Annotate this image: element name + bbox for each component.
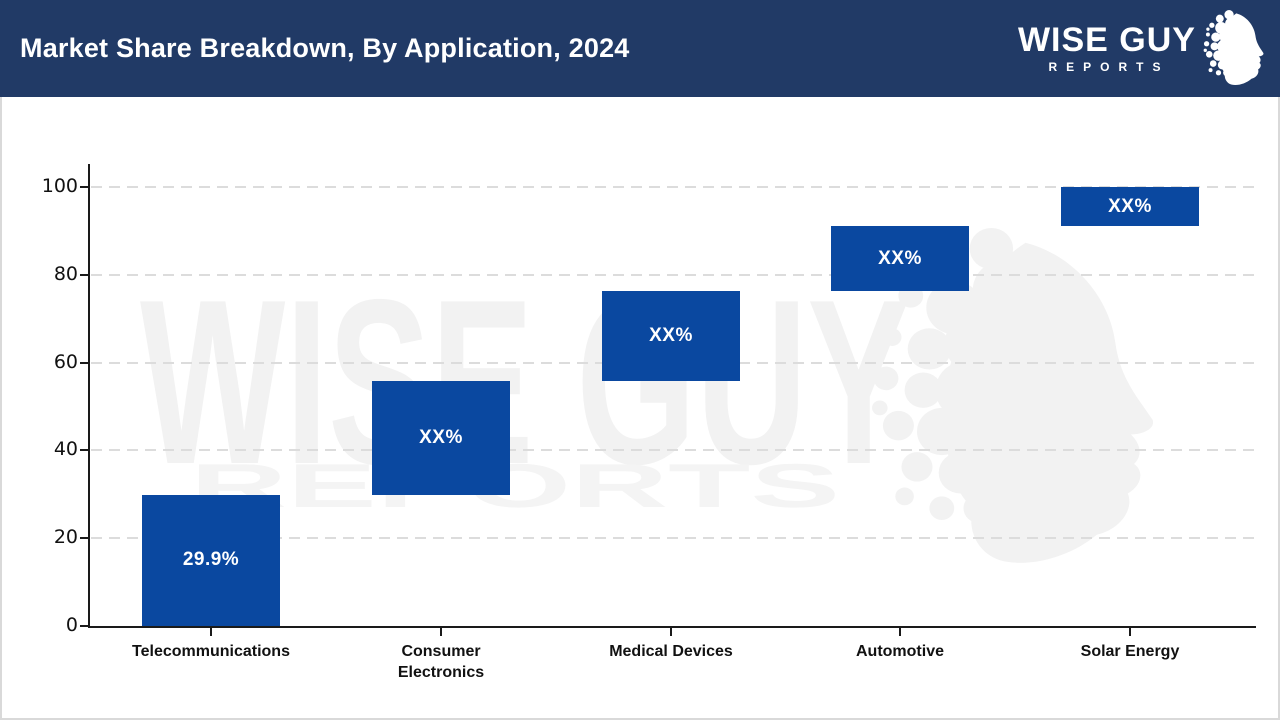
watermark: WISE GUY REPORTS [140,227,1154,563]
bar-automotive: XX% [831,226,969,292]
bar-telecommunications: 29.9% [142,494,280,626]
bar-value-label-3: XX% [878,247,922,269]
bar-value-label-2: XX% [649,325,693,347]
y-tick-60 [80,361,88,364]
x-category-label-3: Automotive [856,643,944,660]
bar-medical-devices: XX% [602,291,740,382]
y-tick-40 [80,449,88,452]
gridline-100 [91,186,1256,188]
y-tick-label-60: 60 [53,350,78,373]
x-tick-4 [1129,628,1131,636]
wise-guy-reports-logo: WISE GUY REPORTS [1018,9,1266,89]
bar-solar-energy: XX% [1061,187,1199,227]
chart-title: Market Share Breakdown, By Application, … [20,33,630,63]
logo-subtitle: REPORTS [1048,60,1170,74]
x-category-label-1: Consumer Electronics [397,643,485,681]
x-tick-2 [670,628,672,636]
gridline-20 [91,537,1256,540]
logo-text: WISE GUY REPORTS [1018,23,1196,74]
y-tick-label-40: 40 [53,438,78,461]
bar-value-label-4: XX% [1108,195,1152,217]
x-category-label-0: Telecommunications [132,643,290,660]
bar-consumer-electronics: XX% [372,381,510,495]
y-tick-20 [80,537,88,540]
y-tick-100 [80,186,88,188]
x-category-label-4: Solar Energy [1080,643,1180,660]
y-tick-label-20: 20 [53,526,78,549]
gridline-80 [91,273,1256,276]
watermark-head-icon [872,227,1154,563]
logo-head-icon [1203,9,1264,85]
plot: 0 20 40 60 80 100 29.9% Telecommunications XX% Co… [0,97,1280,720]
watermark-wordmark: WISE GUY [140,250,910,513]
y-tick-80 [80,273,88,276]
logo-wordmark: WISE GUY [1017,21,1196,59]
watermark-subtitle: REPORTS [190,452,840,521]
y-tick-0 [80,625,88,627]
x-tick-3 [899,628,901,636]
x-axis [88,626,1256,628]
bar-value-label-0: 29.9% [182,549,240,571]
x-tick-1 [440,628,442,636]
x-category-label-2: Medical Devices [609,643,733,660]
y-tick-label-0: 0 [65,614,78,636]
y-tick-label-100: 100 [41,175,78,197]
chart-area: WISE GUY REPORTS 0 20 40 60 80 100 29.9% Teleco… [0,97,1280,720]
x-tick-0 [210,628,212,636]
gridline-40 [91,449,1256,452]
bar-value-label-1: XX% [419,426,463,448]
y-tick-label-80: 80 [53,262,78,285]
header: Market Share Breakdown, By Application, … [0,0,1280,97]
y-axis [88,164,90,628]
